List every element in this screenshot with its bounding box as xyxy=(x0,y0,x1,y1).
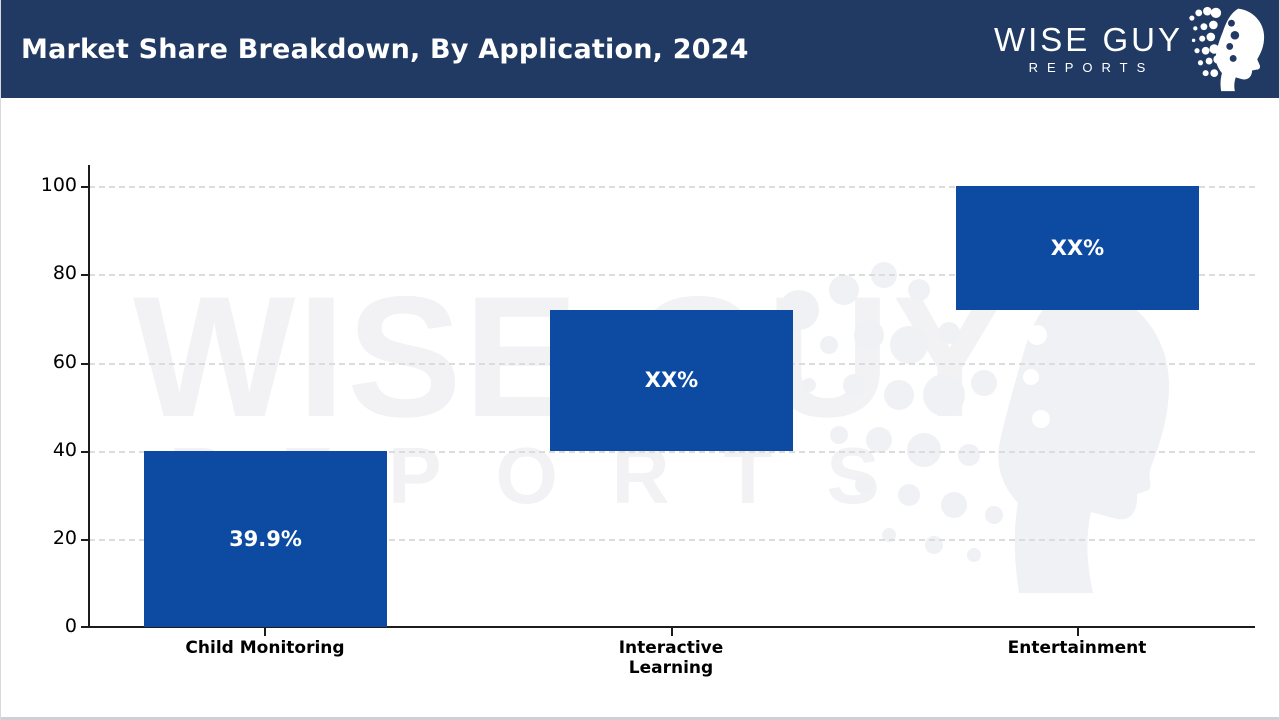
x-tick-label-child-monitoring: Child Monitoring xyxy=(185,638,345,658)
bar-value-label: XX% xyxy=(644,368,699,393)
gridline-80 xyxy=(89,274,1255,276)
chart-title: Market Share Breakdown, By Application, … xyxy=(21,33,749,65)
y-tick-label-40: 40 xyxy=(52,439,77,461)
y-tick-label-100: 100 xyxy=(40,174,77,196)
x-tick-mark xyxy=(1077,628,1079,636)
y-tick-mark xyxy=(81,363,89,365)
gridline-40 xyxy=(89,451,1255,453)
x-axis-line xyxy=(88,626,1255,628)
brand-logo: WISE GUY REPORTS xyxy=(994,5,1279,93)
x-tick-label-entertainment: Entertainment xyxy=(1007,638,1147,658)
y-tick-label-60: 60 xyxy=(52,351,77,373)
logo-wordmark: WISE GUY REPORTS xyxy=(994,23,1183,75)
y-tick-label-20: 20 xyxy=(52,527,77,549)
y-tick-mark xyxy=(81,626,89,628)
x-tick-label-interactive-learning: Interactive Learning xyxy=(618,638,724,679)
logo-wordmark-line2: REPORTS xyxy=(1028,59,1155,75)
gridline-20 xyxy=(89,539,1255,541)
y-tick-mark xyxy=(81,186,89,188)
bottom-border xyxy=(1,717,1279,720)
y-tick-mark xyxy=(81,451,89,453)
y-axis-line xyxy=(88,165,90,628)
logo-face-icon xyxy=(1189,6,1265,92)
y-tick-label-0: 0 xyxy=(64,615,77,637)
header: Market Share Breakdown, By Application, … xyxy=(1,0,1279,98)
bar-value-label: 39.9% xyxy=(229,527,302,552)
bar-value-label: XX% xyxy=(1050,235,1105,260)
y-tick-mark xyxy=(81,539,89,541)
y-tick-label-80: 80 xyxy=(52,262,77,284)
bar-interactive-learning: XX% xyxy=(550,309,793,452)
gridline-100 xyxy=(89,186,1255,188)
x-tick-mark xyxy=(671,628,673,636)
logo-wordmark-line1: WISE GUY xyxy=(993,21,1183,59)
x-tick-mark xyxy=(264,628,266,636)
bar-child-monitoring: 39.9% xyxy=(144,451,387,627)
bar-entertainment: XX% xyxy=(956,186,1199,310)
y-tick-mark xyxy=(81,274,89,276)
